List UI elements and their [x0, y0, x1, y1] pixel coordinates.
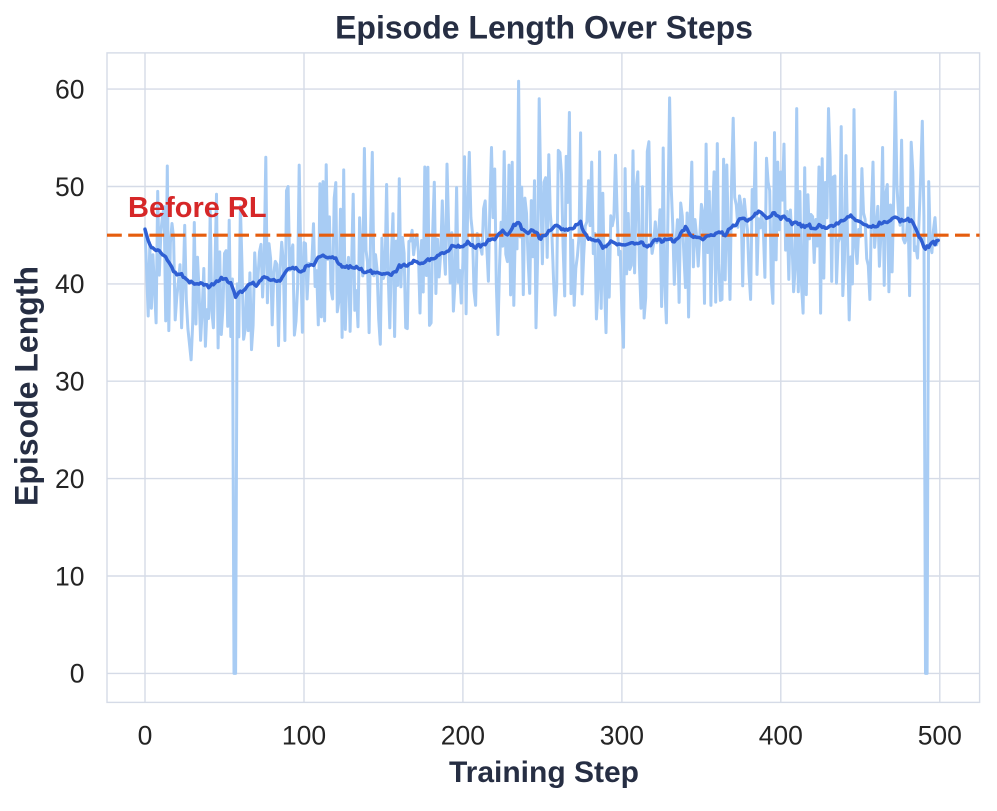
svg-text:40: 40 — [55, 269, 84, 299]
svg-text:50: 50 — [55, 172, 84, 202]
svg-text:Before RL: Before RL — [128, 192, 267, 224]
svg-text:10: 10 — [55, 561, 84, 591]
svg-text:400: 400 — [759, 721, 803, 751]
svg-text:0: 0 — [70, 659, 85, 689]
svg-text:0: 0 — [138, 721, 153, 751]
svg-text:Episode Length Over Steps: Episode Length Over Steps — [335, 10, 753, 46]
svg-text:Episode Length: Episode Length — [9, 266, 45, 506]
svg-text:500: 500 — [918, 721, 962, 751]
svg-text:20: 20 — [55, 464, 84, 494]
svg-text:30: 30 — [55, 367, 84, 397]
svg-text:Training Step: Training Step — [449, 756, 639, 789]
svg-text:200: 200 — [441, 721, 485, 751]
svg-text:100: 100 — [282, 721, 326, 751]
svg-text:300: 300 — [600, 721, 644, 751]
svg-text:60: 60 — [55, 74, 84, 104]
